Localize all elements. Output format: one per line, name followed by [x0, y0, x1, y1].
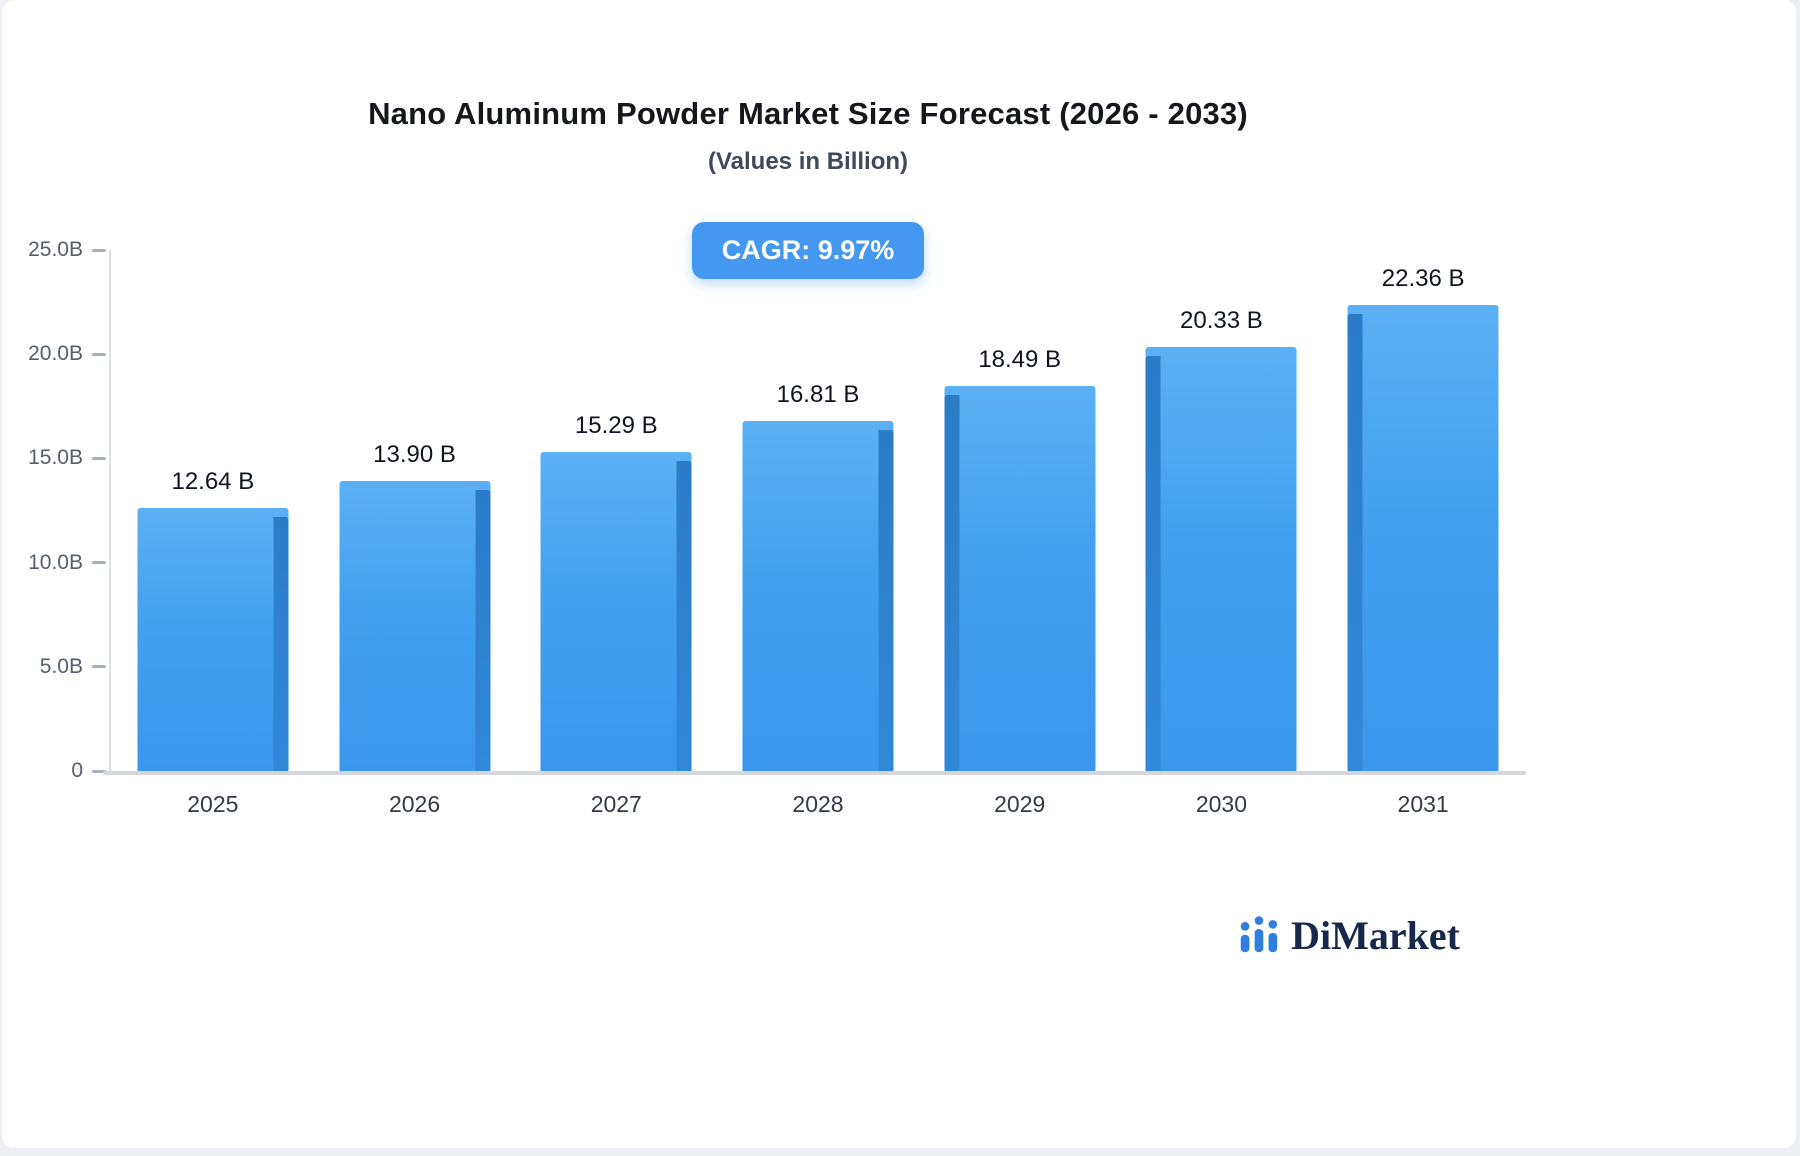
bar-2028 — [742, 421, 894, 771]
y-tick: 10.0B — [28, 551, 106, 575]
bar-2030 — [1145, 347, 1297, 771]
y-axis-line — [109, 250, 111, 771]
bar-group-2026: 13.90 B 2026 — [314, 250, 516, 817]
y-tick: 5.0B — [40, 655, 106, 679]
x-axis-label-2029: 2029 — [994, 791, 1046, 817]
bar-group-2029: 18.49 B 2029 — [919, 250, 1121, 817]
bar-group-2031: 22.36 B 2031 — [1322, 250, 1524, 817]
y-tick-mark — [92, 665, 106, 669]
bar-value-label: 18.49 B — [978, 346, 1062, 373]
brand-name: DiMarket — [1291, 913, 1460, 958]
bar-group-2025: 12.64 B 2025 — [112, 250, 314, 817]
x-axis-label-2030: 2030 — [1195, 791, 1247, 817]
bar-value-label: 20.33 B — [1180, 307, 1263, 334]
bar-group-2028: 16.81 B 2028 — [717, 250, 919, 817]
bar-group-2030: 20.33 B 2030 — [1121, 250, 1323, 817]
bar-group-2027: 15.29 B 2027 — [515, 250, 717, 817]
bar-value-label: 22.36 B — [1381, 265, 1465, 292]
bar-2025 — [137, 508, 289, 771]
dimarket-icon — [1240, 916, 1278, 953]
bar-3d-edge — [944, 395, 960, 771]
bar-3d-edge — [878, 430, 894, 771]
y-tick: 15.0B — [28, 446, 106, 470]
y-tick-label: 20.0B — [28, 342, 83, 366]
bar-value-label: 15.29 B — [574, 412, 658, 439]
bar-3d-edge — [273, 517, 289, 771]
bar-2029 — [944, 386, 1096, 771]
x-axis-label-2027: 2027 — [590, 791, 642, 817]
bar-2026 — [339, 481, 491, 771]
plot-area: 12.64 B 2025 13.90 B 2026 15.29 B 2027 16.81 B… — [103, 250, 1526, 817]
y-tick-label: 0 — [71, 759, 83, 782]
chart-subtitle: (Values in Billion) — [707, 148, 909, 175]
y-tick-label: 25.0B — [28, 238, 83, 261]
y-tick: 20.0B — [28, 342, 106, 366]
x-axis-label-2031: 2031 — [1397, 791, 1449, 817]
bar-3d-edge — [1347, 314, 1363, 771]
y-tick-label: 10.0B — [28, 550, 83, 574]
x-axis-label-2026: 2026 — [388, 791, 441, 817]
y-tick-mark — [92, 769, 106, 773]
y-axis: 25.0B 20.0B 15.0B 10.0B 5.0B 0 — [2, 238, 106, 782]
cagr-badge: CAGR: 9.97% — [691, 222, 925, 279]
y-tick: 0 — [71, 759, 106, 783]
bar-2027 — [540, 452, 692, 771]
y-tick-mark — [92, 248, 106, 252]
brand-logo: DiMarket — [1235, 910, 1460, 956]
y-tick-mark — [92, 352, 106, 356]
y-tick-mark — [92, 561, 106, 565]
chart-title: Nano Aluminum Powder Market Size Forecas… — [368, 96, 1248, 131]
y-tick-label: 5.0B — [39, 654, 83, 678]
bar-3d-edge — [1145, 356, 1161, 771]
bar-3d-edge — [475, 490, 491, 771]
x-axis-label-2025: 2025 — [187, 791, 239, 817]
x-axis-line — [103, 771, 1526, 775]
bar-value-label: 12.64 B — [171, 468, 255, 495]
y-tick-mark — [92, 456, 106, 460]
y-tick: 25.0B — [28, 238, 106, 262]
y-tick-label: 15.0B — [28, 446, 83, 470]
cagr-badge-wrap: CAGR: 9.97% — [2, 222, 1614, 279]
bar-value-label: 13.90 B — [373, 441, 456, 468]
bar-3d-edge — [676, 461, 692, 771]
bar-2031 — [1347, 305, 1499, 771]
x-axis-label-2028: 2028 — [792, 791, 844, 817]
bar-value-label: 16.81 B — [776, 381, 860, 408]
